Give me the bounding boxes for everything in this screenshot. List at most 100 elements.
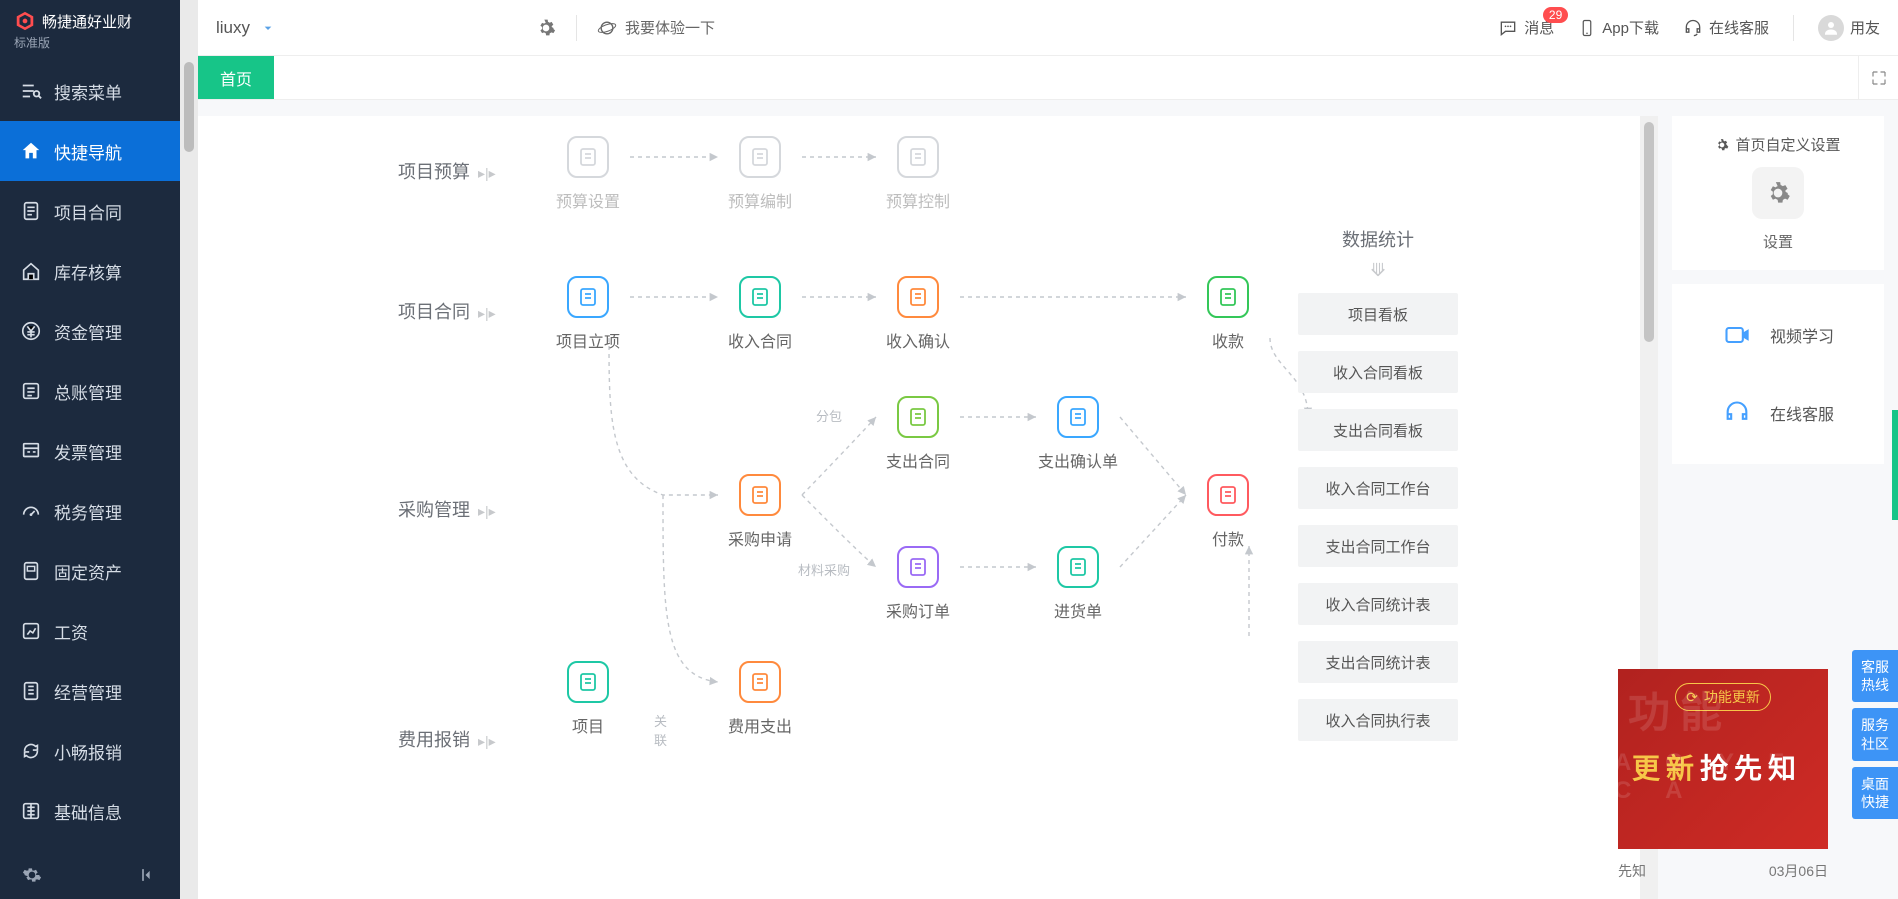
account-button[interactable]: 用友 <box>1818 15 1880 41</box>
top-gear-icon[interactable] <box>536 18 556 38</box>
flow-node-n10[interactable]: 支出确认单 <box>1033 396 1123 472</box>
headset-icon <box>1683 18 1703 38</box>
flow-node-n5[interactable]: 收入合同 <box>715 276 805 352</box>
collapse-icon[interactable] <box>138 865 158 885</box>
customize-settings-label: 设置 <box>1763 231 1793 252</box>
messages-button[interactable]: 消息 29 <box>1498 17 1554 38</box>
float-button-2[interactable]: 桌面 快捷 <box>1852 767 1898 819</box>
org-selector[interactable]: liuxy <box>216 18 516 38</box>
flow-node-n9[interactable]: 支出合同 <box>873 396 963 472</box>
expand-button[interactable] <box>1858 56 1898 99</box>
sidebar: 畅捷通好业财 标准版 搜索菜单快捷导航项目合同库存核算资金管理总账管理发票管理税… <box>0 0 180 899</box>
node-label: 采购订单 <box>886 598 950 622</box>
video-icon <box>1722 320 1752 350</box>
divider <box>1793 15 1794 41</box>
tab-home[interactable]: 首页 <box>198 56 274 99</box>
avatar-icon <box>1818 15 1844 41</box>
sidebar-item-7[interactable]: 税务管理 <box>0 481 180 541</box>
flow-node-n14[interactable]: 项目 <box>543 661 633 737</box>
sidebar-item-11[interactable]: 小畅报销 <box>0 721 180 781</box>
flow-row-label: 项目合同▸|▸ <box>398 298 496 324</box>
sidebar-item-4[interactable]: 资金管理 <box>0 301 180 361</box>
stat-button-7[interactable]: 收入合同执行表 <box>1298 699 1458 741</box>
sidebar-scrollbar[interactable] <box>180 0 198 899</box>
node-label: 进货单 <box>1054 598 1102 622</box>
flow-row-label: 采购管理▸|▸ <box>398 496 496 522</box>
quick-link-1[interactable]: 在线客服 <box>1714 380 1842 446</box>
brand-sub: 标准版 <box>14 34 166 51</box>
brand: 畅捷通好业财 标准版 <box>0 0 180 61</box>
node-icon <box>739 474 781 516</box>
yen-icon <box>20 320 42 342</box>
sidebar-item-6[interactable]: 发票管理 <box>0 421 180 481</box>
stat-button-6[interactable]: 支出合同统计表 <box>1298 641 1458 683</box>
node-label: 采购申请 <box>728 526 792 550</box>
node-label: 预算控制 <box>886 188 950 212</box>
sidebar-item-9[interactable]: 工资 <box>0 601 180 661</box>
flow-minor-label: 关 联 <box>654 711 667 749</box>
sidebar-nav: 搜索菜单快捷导航项目合同库存核算资金管理总账管理发票管理税务管理固定资产工资经营… <box>0 61 180 851</box>
float-button-1[interactable]: 服务 社区 <box>1852 708 1898 760</box>
stat-button-4[interactable]: 支出合同工作台 <box>1298 525 1458 567</box>
settings-icon[interactable] <box>22 865 42 885</box>
ledger-icon <box>20 380 42 402</box>
flow-node-n4[interactable]: 项目立项 <box>543 276 633 352</box>
node-label: 收款 <box>1212 328 1244 352</box>
divider <box>576 15 577 41</box>
sidebar-item-8[interactable]: 固定资产 <box>0 541 180 601</box>
sidebar-item-3[interactable]: 库存核算 <box>0 241 180 301</box>
quick-link-label: 在线客服 <box>1770 401 1834 425</box>
stat-button-5[interactable]: 收入合同统计表 <box>1298 583 1458 625</box>
flow-node-n3: 预算控制 <box>873 136 963 212</box>
sidebar-item-label: 基础信息 <box>54 799 122 824</box>
sheet-icon <box>20 680 42 702</box>
flow-node-n13[interactable]: 付款 <box>1183 474 1273 550</box>
sidebar-item-label: 库存核算 <box>54 259 122 284</box>
invoice-icon <box>20 440 42 462</box>
arrow-down-icon: ⟱ <box>1370 260 1385 281</box>
float-button-0[interactable]: 客服 热线 <box>1852 650 1898 702</box>
customize-card: 首页自定义设置 设置 <box>1672 116 1884 270</box>
refresh-icon <box>20 740 42 762</box>
flow-minor-label: 分包 <box>816 406 842 425</box>
stat-button-0[interactable]: 项目看板 <box>1298 293 1458 335</box>
customize-settings-button[interactable] <box>1752 167 1804 219</box>
stat-button-2[interactable]: 支出合同看板 <box>1298 409 1458 451</box>
sidebar-item-1[interactable]: 快捷导航 <box>0 121 180 181</box>
sidebar-item-label: 经营管理 <box>54 679 122 704</box>
flow-node-n8[interactable]: 采购申请 <box>715 474 805 550</box>
sidebar-item-label: 固定资产 <box>54 559 122 584</box>
node-label: 预算编制 <box>728 188 792 212</box>
quick-link-label: 视频学习 <box>1770 323 1834 347</box>
doc-icon <box>20 200 42 222</box>
node-label: 收入合同 <box>728 328 792 352</box>
sidebar-item-12[interactable]: 基础信息 <box>0 781 180 841</box>
node-icon <box>1207 474 1249 516</box>
flow-node-n7[interactable]: 收款 <box>1183 276 1273 352</box>
stat-button-1[interactable]: 收入合同看板 <box>1298 351 1458 393</box>
app-download-button[interactable]: App下载 <box>1578 17 1659 38</box>
flow-node-n12[interactable]: 进货单 <box>1033 546 1123 622</box>
support-button[interactable]: 在线客服 <box>1683 17 1769 38</box>
float-buttons: 客服 热线服务 社区桌面 快捷 <box>1852 650 1898 819</box>
planet-icon <box>597 18 617 38</box>
banner-foot-date: 03月06日 <box>1769 861 1828 881</box>
brand-logo-icon <box>14 10 36 32</box>
node-icon <box>1207 276 1249 318</box>
flow-node-n6[interactable]: 收入确认 <box>873 276 963 352</box>
flow-node-n15[interactable]: 费用支出 <box>715 661 805 737</box>
sidebar-item-10[interactable]: 经营管理 <box>0 661 180 721</box>
quick-link-0[interactable]: 视频学习 <box>1714 302 1842 368</box>
sidebar-item-5[interactable]: 总账管理 <box>0 361 180 421</box>
brand-title: 畅捷通好业财 <box>42 11 132 32</box>
flow-node-n11[interactable]: 采购订单 <box>873 546 963 622</box>
sidebar-item-2[interactable]: 项目合同 <box>0 181 180 241</box>
promo-banner[interactable]: 功能 A O Y E C A ⟳ 功能更新 更新抢先知 <box>1618 669 1828 849</box>
node-label: 支出合同 <box>886 448 950 472</box>
node-label: 项目立项 <box>556 328 620 352</box>
stats-title: 数据统计 <box>1342 226 1414 252</box>
sidebar-item-0[interactable]: 搜索菜单 <box>0 61 180 121</box>
node-icon <box>739 276 781 318</box>
stat-button-3[interactable]: 收入合同工作台 <box>1298 467 1458 509</box>
try-button[interactable]: 我要体验一下 <box>597 17 715 38</box>
